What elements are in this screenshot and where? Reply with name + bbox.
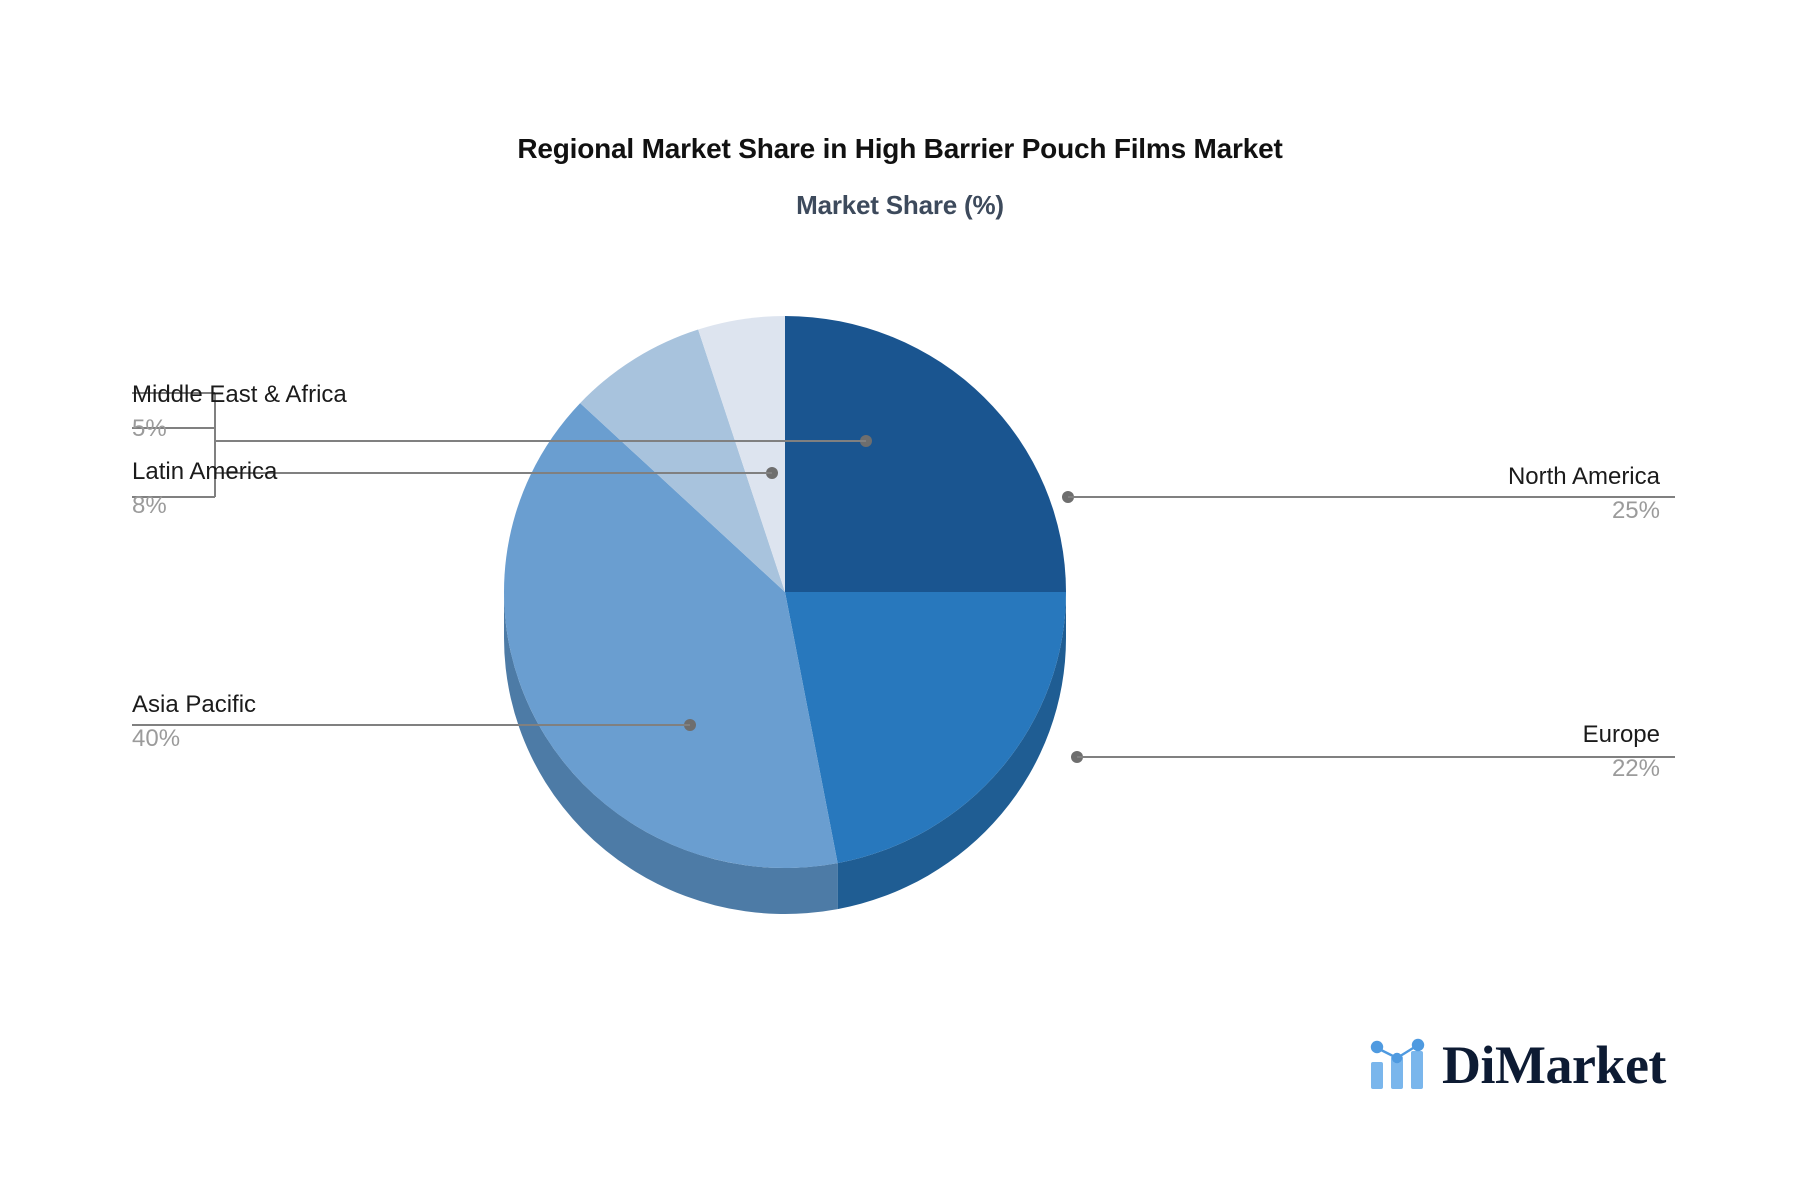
pie-slice-latin-america[interactable] [580,329,785,592]
pie-slice-north-america[interactable] [785,316,1066,592]
callout-label-middle-east-africa: Middle East & Africa [132,381,347,408]
callout-north-america[interactable]: North America 25% [1180,462,1660,526]
bar-chart-icon [1368,1034,1430,1092]
chart-title: Regional Market Share in High Barrier Po… [517,133,1283,164]
callout-label-latin-america: Latin America [132,458,278,485]
callout-europe[interactable]: Europe 22% [1180,720,1660,784]
pie-slice-middle-east-africa[interactable] [698,316,785,592]
pie-slice-europe[interactable] [785,592,1066,864]
callout-label-north-america: North America [1507,463,1660,490]
callout-value-latin-america: 8% [132,492,167,519]
brand-wordmark: DiMarket [1442,1035,1666,1095]
callout-value-asia-pacific: 40% [132,725,181,752]
callout-value-middle-east-africa: 5% [132,415,167,442]
callout-middle-east-africa[interactable]: Middle East & Africa 5% [132,380,612,444]
brand-logo: DiMarket [1368,1034,1666,1092]
callout-label-asia-pacific: Asia Pacific [132,691,257,718]
chart-subtitle: Market Share (%) [796,190,1004,220]
callout-latin-america[interactable]: Latin America 8% [132,457,612,521]
callout-value-north-america: 25% [1611,497,1660,524]
callout-value-europe: 22% [1611,755,1660,782]
callout-label-europe: Europe [1582,721,1660,748]
pie-slice-asia-pacific[interactable] [503,403,838,868]
callout-asia-pacific[interactable]: Asia Pacific 40% [132,690,612,754]
